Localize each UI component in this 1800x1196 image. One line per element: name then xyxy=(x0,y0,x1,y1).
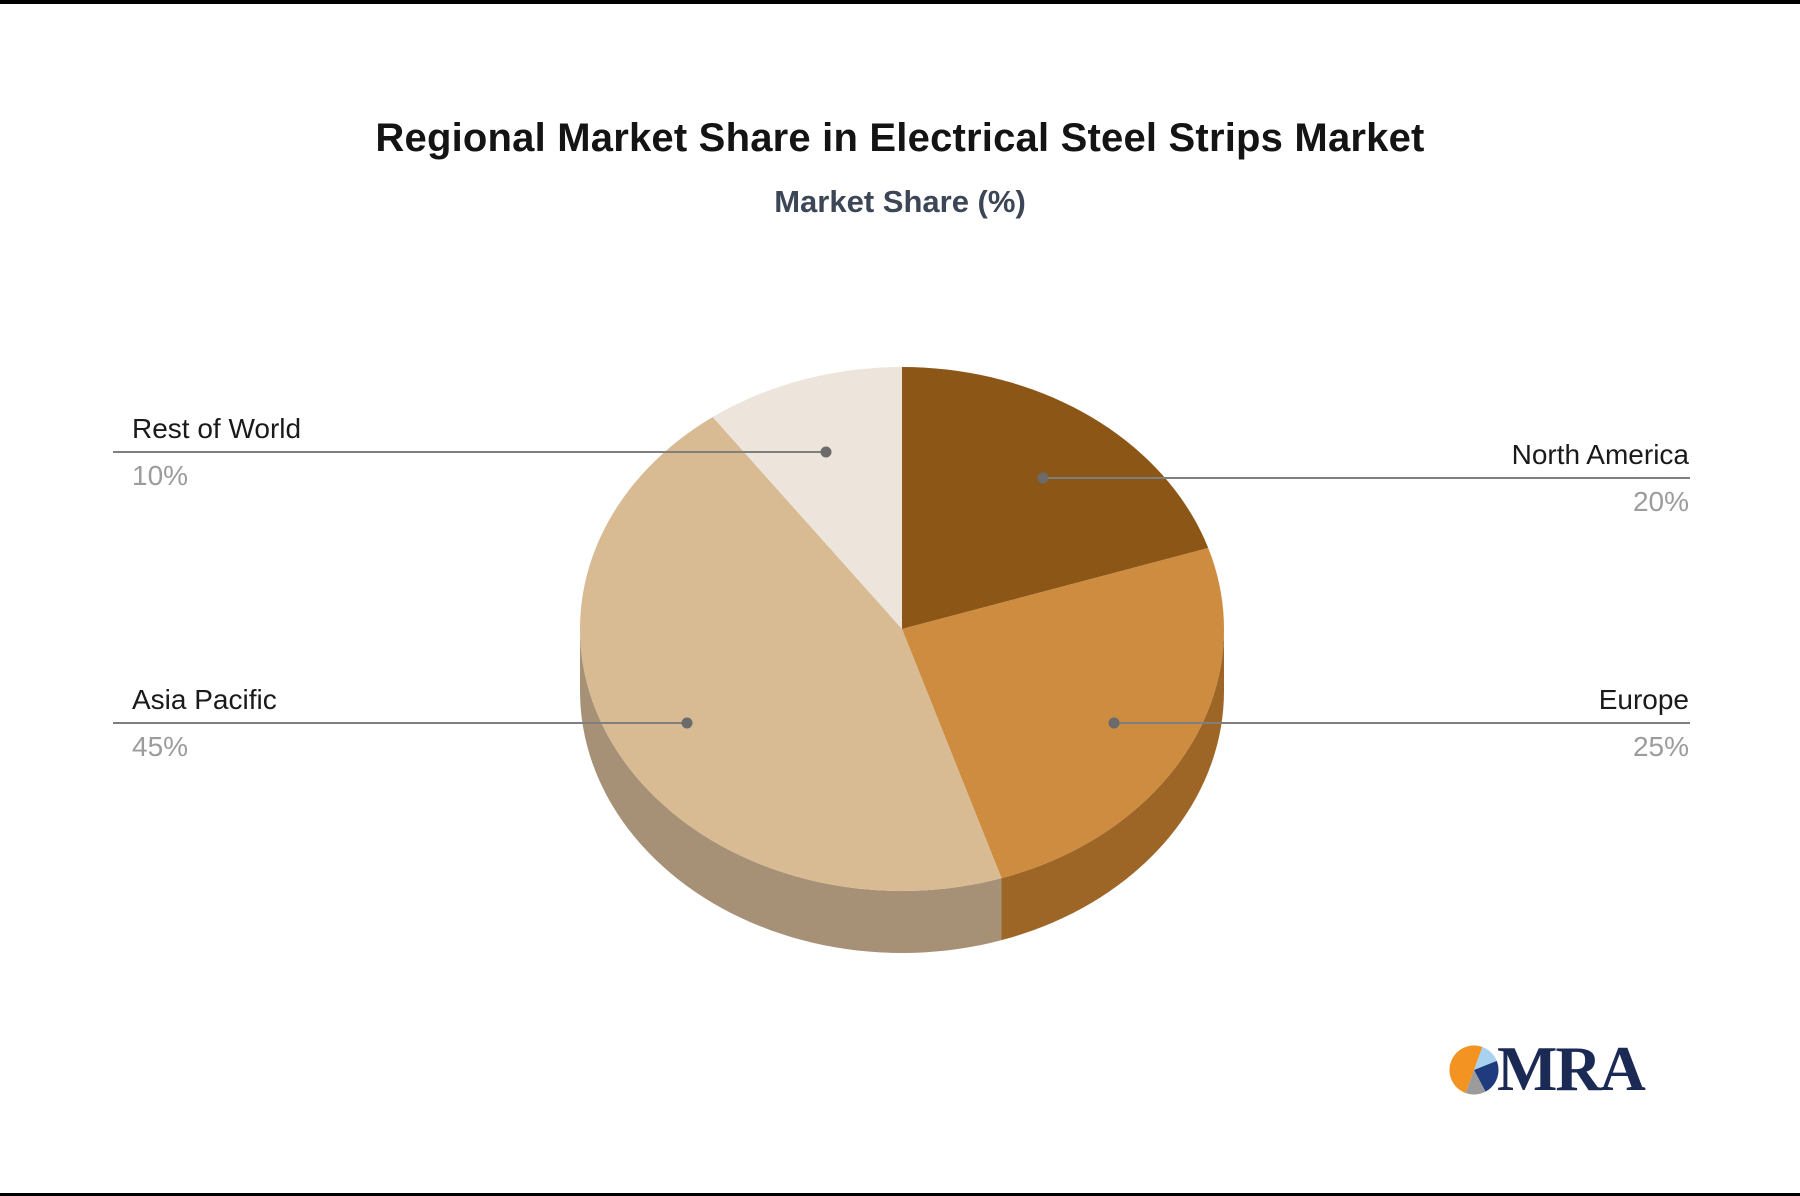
mra-logo-pie-icon-segment-0 xyxy=(1449,1045,1483,1094)
mra-logo-text: MRA xyxy=(1497,1033,1646,1104)
slice-label-rest-of-world: Rest of World xyxy=(132,413,302,444)
top-edge-bar xyxy=(0,0,1800,4)
slice-pct-asia-pacific: 45% xyxy=(132,731,189,762)
leader-dot-north-america xyxy=(1037,472,1049,484)
pie-side-europe[interactable] xyxy=(1001,629,1225,941)
slice-pct-rest-of-world: 10% xyxy=(132,460,189,491)
mra-logo-pie-icon-segment-2 xyxy=(1474,1060,1499,1092)
leader-dot-asia-pacific xyxy=(681,717,693,729)
mra-logo-pie-icon-segment-3 xyxy=(1465,1070,1486,1095)
pie-slice-rest-of-world[interactable] xyxy=(712,367,902,629)
chart-title: Regional Market Share in Electrical Stee… xyxy=(375,116,1425,160)
pie-side-asia-pacific[interactable] xyxy=(580,629,1002,953)
mra-logo-pie-icon-segment-1 xyxy=(1474,1046,1497,1070)
bottom-edge-bar xyxy=(0,1193,1800,1196)
slice-label-asia-pacific: Asia Pacific xyxy=(132,684,277,715)
pie-slice-north-america[interactable] xyxy=(902,367,1209,629)
slice-label-north-america: North America xyxy=(1511,439,1689,470)
leader-dot-rest-of-world xyxy=(820,446,832,458)
slice-pct-north-america: 20% xyxy=(1632,486,1689,517)
slice-label-europe: Europe xyxy=(1598,684,1689,715)
leader-dot-europe xyxy=(1108,717,1120,729)
chart-subtitle: Market Share (%) xyxy=(774,184,1026,219)
pie-slice-asia-pacific[interactable] xyxy=(580,417,1002,891)
slice-pct-europe: 25% xyxy=(1632,731,1689,762)
pie-slice-europe[interactable] xyxy=(902,548,1224,879)
